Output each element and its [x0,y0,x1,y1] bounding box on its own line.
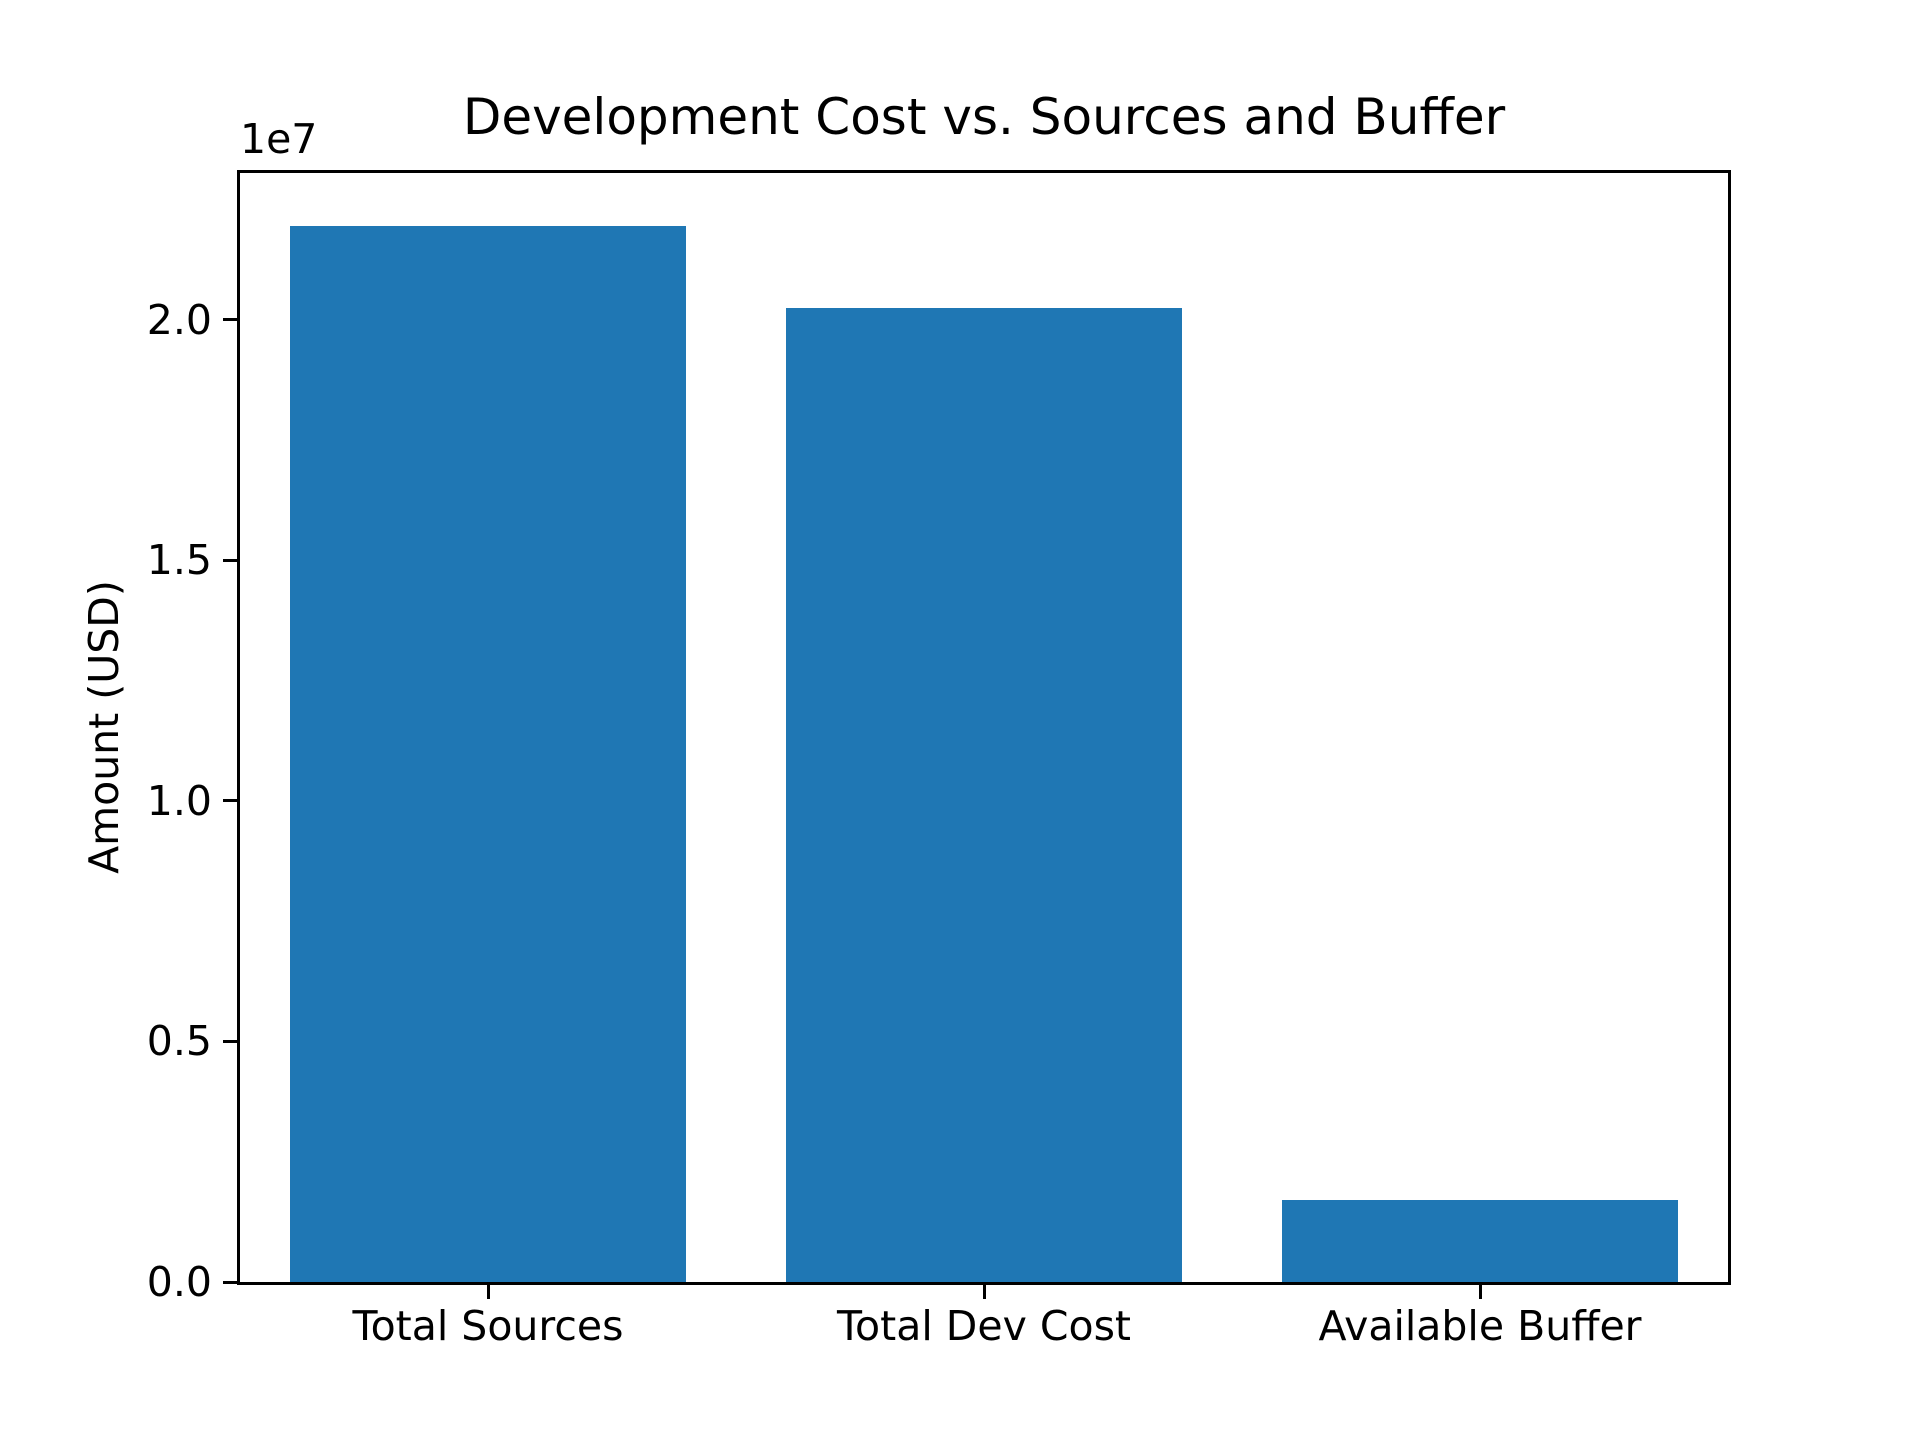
bar-total-sources [289,225,687,1282]
bar-available-buffer [1281,1200,1679,1282]
xtick-label: Available Buffer [1318,1302,1642,1350]
ytick-mark [223,1280,237,1284]
chart-title: Development Cost vs. Sources and Buffer [462,88,1506,146]
ytick-mark [223,1039,237,1043]
ytick-label: 2.0 [146,295,212,344]
y-axis-offset-label: 1e7 [240,115,318,163]
xtick-label: Total Sources [352,1302,624,1350]
ytick-label: 1.0 [146,776,212,825]
ytick-mark [223,558,237,562]
y-axis-label: Amount (USD) [80,580,128,874]
xtick-mark [1478,1285,1482,1299]
ytick-mark [223,799,237,803]
xtick-mark [486,1285,490,1299]
xtick-mark [982,1285,986,1299]
bar-total-dev-cost [785,307,1183,1282]
ytick-mark [223,318,237,322]
xtick-label: Total Dev Cost [836,1302,1132,1350]
ytick-label: 0.0 [146,1258,212,1306]
ytick-label: 1.5 [146,536,212,585]
plot-area [223,170,1731,1299]
ytick-label: 0.5 [146,1017,212,1066]
